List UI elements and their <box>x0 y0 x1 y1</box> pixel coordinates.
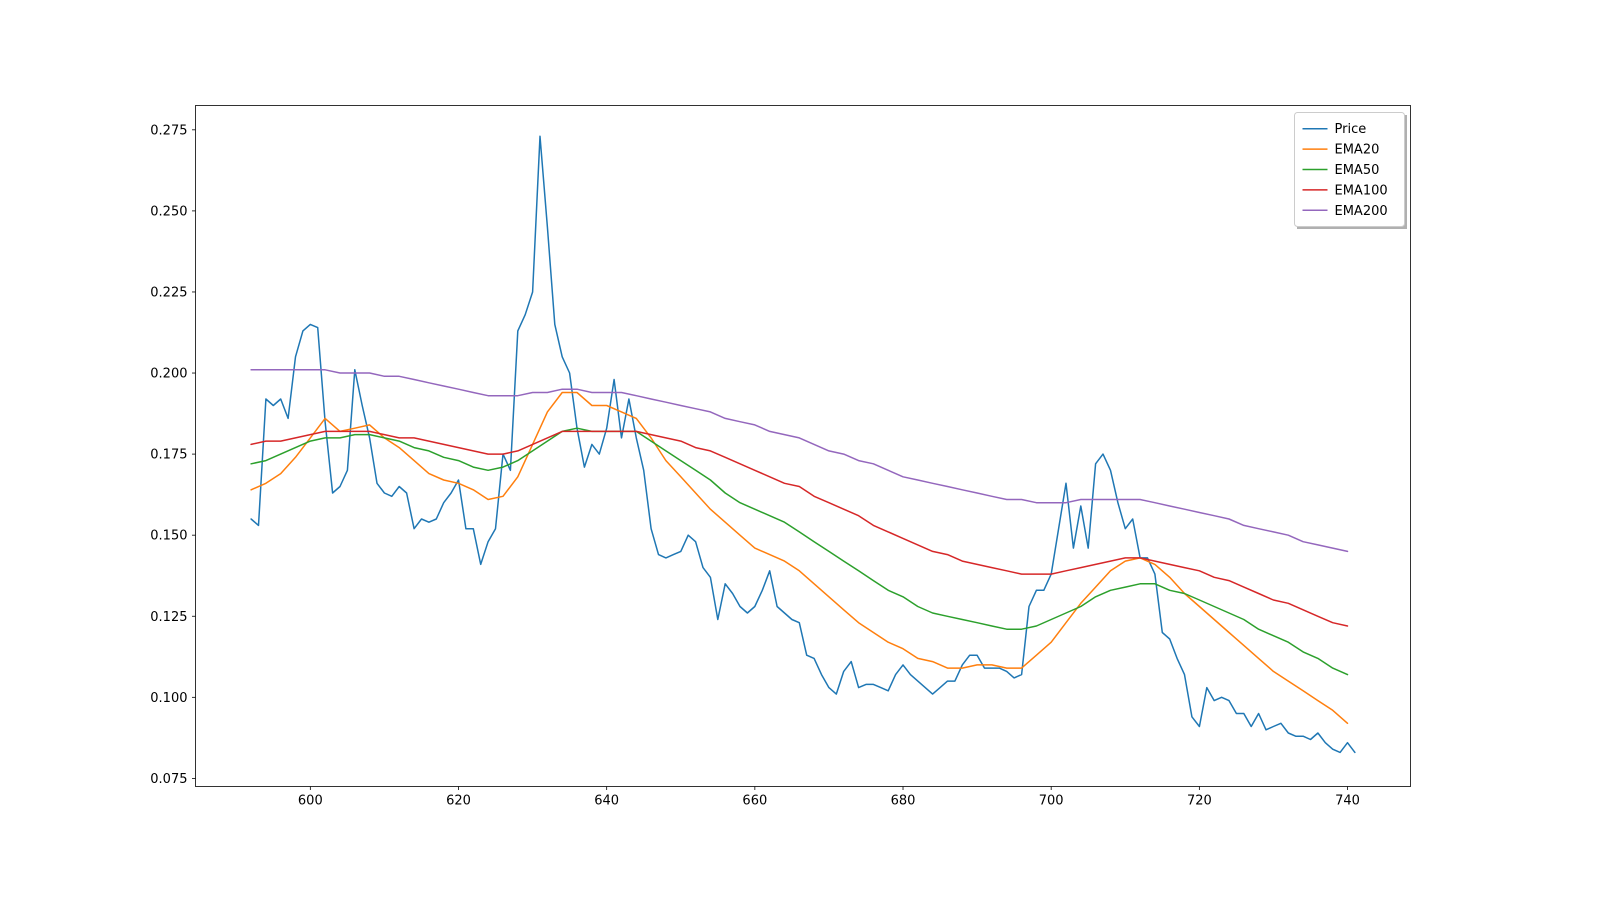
x-tick-label: 680 <box>891 794 916 809</box>
x-tick-label: 620 <box>446 794 471 809</box>
axes-frame <box>195 105 1411 787</box>
x-tick-label: 660 <box>742 794 767 809</box>
y-tick-label: 0.250 <box>150 204 187 219</box>
legend: Price EMA20 EMA50 EMA100 EMA200 <box>1294 112 1407 229</box>
legend-label-ema20: EMA20 <box>1335 143 1380 158</box>
legend-frame <box>1294 112 1405 227</box>
y-tick-label: 0.275 <box>150 123 187 138</box>
legend-label-price: Price <box>1335 122 1367 137</box>
y-tick-label: 0.175 <box>150 448 187 463</box>
y-tick-label: 0.075 <box>150 772 187 787</box>
series-line-price <box>250 135 1356 754</box>
legend-label-ema100: EMA100 <box>1335 183 1388 198</box>
y-tick-label: 0.150 <box>150 529 187 544</box>
series-line-ema100 <box>250 430 1349 627</box>
series-line-ema20 <box>250 391 1349 725</box>
y-tick-label: 0.225 <box>150 285 187 300</box>
series-line-ema50 <box>250 427 1349 676</box>
y-tick-label: 0.100 <box>150 691 187 706</box>
y-tick-label: 0.125 <box>150 610 187 625</box>
x-tick-label: 740 <box>1335 794 1360 809</box>
series-line-ema200 <box>250 369 1349 553</box>
x-tick-label: 600 <box>298 794 323 809</box>
legend-label-ema50: EMA50 <box>1335 163 1380 178</box>
y-tick-label: 0.200 <box>150 367 187 382</box>
x-tick-label: 700 <box>1039 794 1064 809</box>
x-tick-label: 720 <box>1187 794 1212 809</box>
legend-label-ema200: EMA200 <box>1335 204 1388 219</box>
x-tick-label: 640 <box>594 794 619 809</box>
